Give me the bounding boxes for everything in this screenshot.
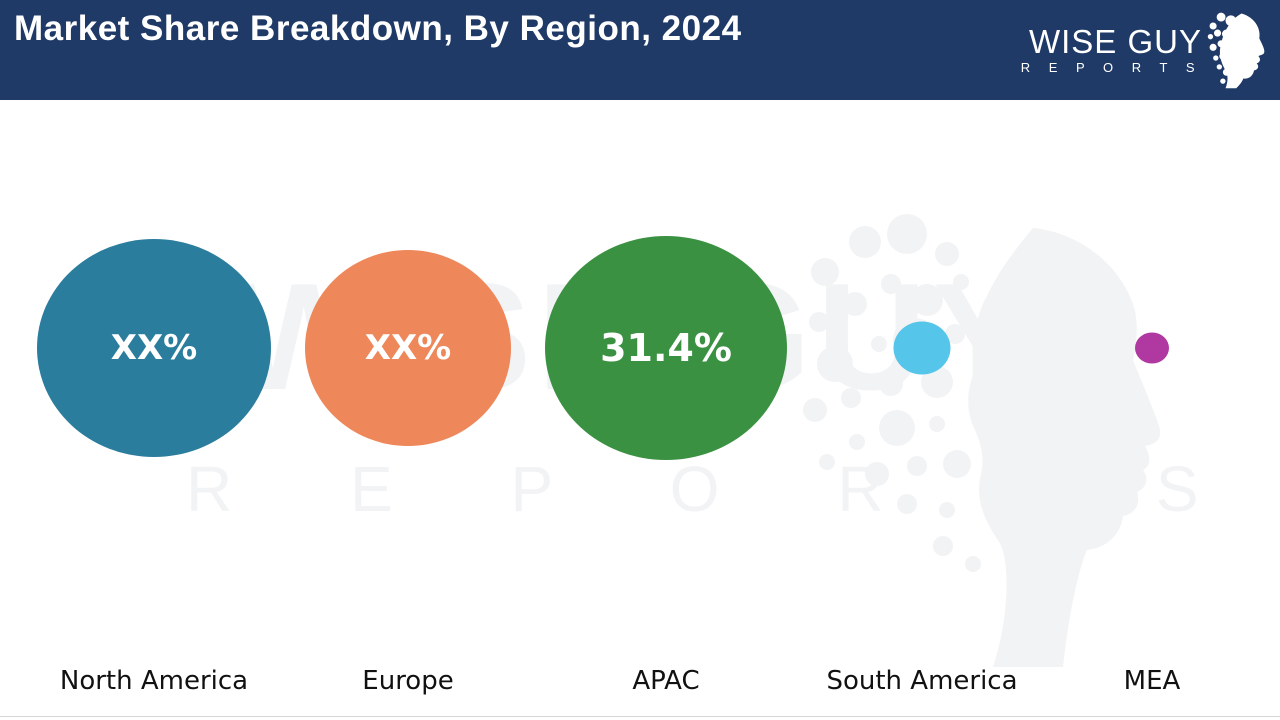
bubble-apac: 31.4% <box>545 236 787 460</box>
category-label-south-america: South America <box>826 666 1018 696</box>
page-title: Market Share Breakdown, By Region, 2024 <box>14 9 742 48</box>
bubble-south-america <box>893 321 951 375</box>
header-bar: Market Share Breakdown, By Region, 2024 … <box>0 0 1280 100</box>
logo-wordmark: WISE GUY <box>1028 22 1202 60</box>
bubble-europe: XX% <box>305 250 511 446</box>
bottom-divider <box>0 716 1280 717</box>
logo-wordmark-block: WISE GUY R E P O R T S <box>1020 22 1202 76</box>
category-label-mea: MEA <box>1123 666 1181 696</box>
bubble-mea <box>1135 332 1169 364</box>
category-label-north-america: North America <box>59 666 249 696</box>
chart-area: WISE GUY R E P O R T S <box>0 100 1280 720</box>
category-label-europe: Europe <box>362 666 454 696</box>
wiseguy-logo: WISE GUY R E P O R T S <box>1021 8 1270 92</box>
category-label-apac: APAC <box>632 666 700 696</box>
watermark-head-icon <box>803 214 1161 667</box>
bubble-north-america: XX% <box>37 239 271 457</box>
logo-subtext: R E P O R T S <box>1020 60 1202 76</box>
logo-head-icon <box>1207 12 1265 89</box>
